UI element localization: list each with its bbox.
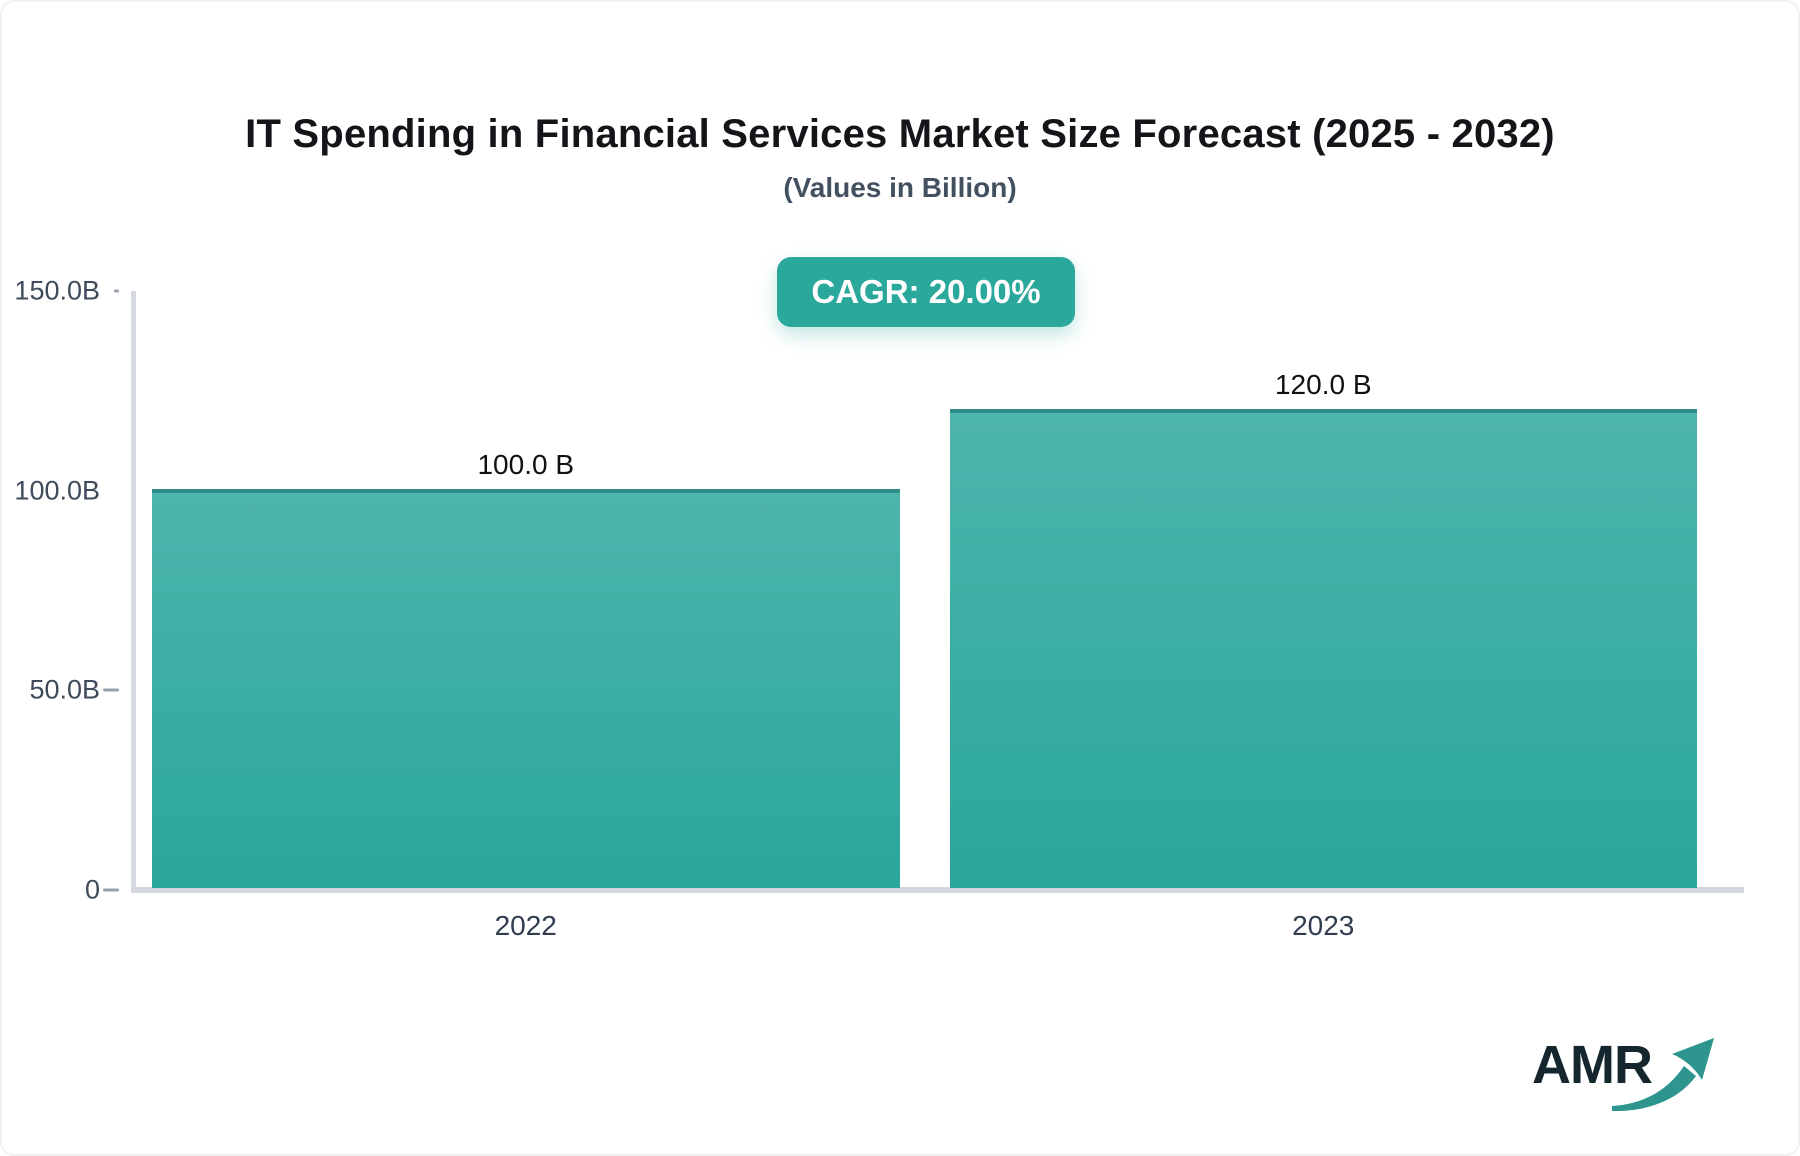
bars-area: 100.0 B 120.0 B bbox=[152, 289, 1697, 888]
cagr-badge: CAGR: 20.00% bbox=[777, 257, 1075, 327]
y-tick-mark-0 bbox=[103, 888, 119, 892]
amr-logo: AMR bbox=[1532, 1028, 1722, 1118]
y-tick-mark-150 bbox=[114, 289, 119, 293]
bar-group-2023: 120.0 B bbox=[949, 289, 1697, 888]
bar-value-label-2022: 100.0 B bbox=[477, 448, 575, 480]
bar-2023 bbox=[949, 408, 1697, 888]
y-axis-line bbox=[131, 291, 136, 888]
x-tick-label-2022: 2022 bbox=[494, 910, 557, 941]
amr-logo-arrow-icon bbox=[1612, 1038, 1714, 1112]
y-tick-label-0: 0 bbox=[84, 874, 100, 905]
y-tick-label-50: 50.0B bbox=[29, 674, 100, 705]
x-tick-label-2023: 2023 bbox=[1292, 910, 1355, 941]
bar-group-2022: 100.0 B bbox=[152, 289, 900, 888]
chart-title: IT Spending in Financial Services Market… bbox=[245, 112, 1555, 156]
x-axis-labels: 2022 2023 bbox=[152, 910, 1697, 942]
cagr-badge-label: CAGR: 20.00% bbox=[811, 273, 1041, 310]
bar-value-label-2023: 120.0 B bbox=[1274, 368, 1372, 400]
x-axis-baseline bbox=[131, 887, 1744, 893]
y-tick-label-150: 150.0B bbox=[14, 275, 100, 306]
chart-subtitle: (Values in Billion) bbox=[783, 172, 1017, 203]
amr-logo-text: AMR bbox=[1532, 1035, 1653, 1095]
bar-2022 bbox=[152, 488, 900, 888]
y-tick-mark-50 bbox=[103, 688, 119, 692]
y-tick-label-100: 100.0B bbox=[14, 475, 100, 506]
